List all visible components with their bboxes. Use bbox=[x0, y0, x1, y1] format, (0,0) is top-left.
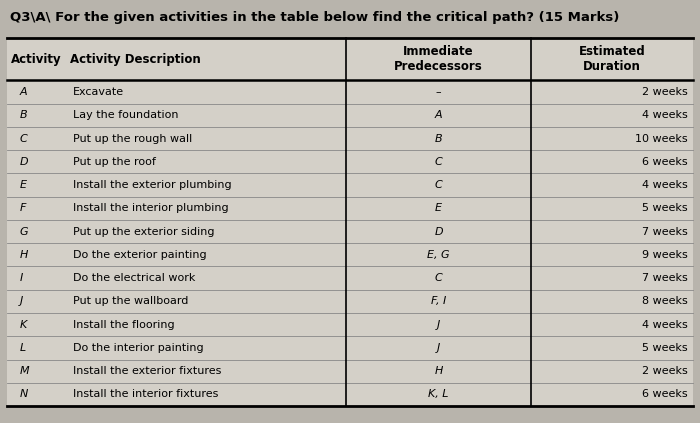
Text: Estimated
Duration: Estimated Duration bbox=[578, 45, 645, 73]
Text: B: B bbox=[20, 110, 27, 120]
Text: F: F bbox=[20, 203, 26, 213]
Text: D: D bbox=[20, 157, 28, 167]
Text: –: – bbox=[435, 87, 441, 97]
Text: 2 weeks: 2 weeks bbox=[642, 366, 687, 376]
Text: 8 weeks: 8 weeks bbox=[642, 297, 687, 306]
Text: 5 weeks: 5 weeks bbox=[642, 343, 687, 353]
Text: H: H bbox=[20, 250, 28, 260]
Text: Do the interior painting: Do the interior painting bbox=[73, 343, 204, 353]
Text: K: K bbox=[20, 320, 27, 330]
Text: C: C bbox=[435, 157, 442, 167]
Text: Put up the roof: Put up the roof bbox=[73, 157, 156, 167]
Text: A: A bbox=[435, 110, 442, 120]
Text: Install the exterior fixtures: Install the exterior fixtures bbox=[73, 366, 221, 376]
Text: J: J bbox=[437, 343, 440, 353]
Text: M: M bbox=[20, 366, 29, 376]
Text: H: H bbox=[434, 366, 442, 376]
Text: Q3\A\ For the given activities in the table below find the critical path? (15 Ma: Q3\A\ For the given activities in the ta… bbox=[10, 11, 620, 24]
Text: Lay the foundation: Lay the foundation bbox=[73, 110, 178, 120]
Text: E: E bbox=[20, 180, 27, 190]
Text: 6 weeks: 6 weeks bbox=[642, 390, 687, 399]
Text: Excavate: Excavate bbox=[73, 87, 124, 97]
Text: 5 weeks: 5 weeks bbox=[642, 203, 687, 213]
Text: 7 weeks: 7 weeks bbox=[642, 227, 687, 236]
Text: J: J bbox=[437, 320, 440, 330]
Text: Activity Description: Activity Description bbox=[69, 53, 200, 66]
Text: 6 weeks: 6 weeks bbox=[642, 157, 687, 167]
Text: Do the exterior painting: Do the exterior painting bbox=[73, 250, 206, 260]
Text: G: G bbox=[20, 227, 28, 236]
Text: E, G: E, G bbox=[427, 250, 450, 260]
Text: Install the flooring: Install the flooring bbox=[73, 320, 174, 330]
Text: Put up the exterior siding: Put up the exterior siding bbox=[73, 227, 214, 236]
Text: E: E bbox=[435, 203, 442, 213]
Bar bbox=[7, 38, 693, 406]
Text: I: I bbox=[20, 273, 23, 283]
Text: A: A bbox=[20, 87, 27, 97]
Text: Activity: Activity bbox=[10, 53, 61, 66]
Text: L: L bbox=[20, 343, 26, 353]
Text: K, L: K, L bbox=[428, 390, 449, 399]
Text: C: C bbox=[20, 134, 27, 143]
Text: D: D bbox=[434, 227, 443, 236]
Text: 4 weeks: 4 weeks bbox=[642, 180, 687, 190]
Text: C: C bbox=[435, 180, 442, 190]
Text: 10 weeks: 10 weeks bbox=[635, 134, 687, 143]
Text: N: N bbox=[20, 390, 28, 399]
Text: 4 weeks: 4 weeks bbox=[642, 110, 687, 120]
Text: 4 weeks: 4 weeks bbox=[642, 320, 687, 330]
Text: Install the interior fixtures: Install the interior fixtures bbox=[73, 390, 218, 399]
Text: C: C bbox=[435, 273, 442, 283]
Text: 2 weeks: 2 weeks bbox=[642, 87, 687, 97]
Text: Put up the rough wall: Put up the rough wall bbox=[73, 134, 193, 143]
Text: F, I: F, I bbox=[431, 297, 446, 306]
Text: 7 weeks: 7 weeks bbox=[642, 273, 687, 283]
Text: 9 weeks: 9 weeks bbox=[642, 250, 687, 260]
Text: Put up the wallboard: Put up the wallboard bbox=[73, 297, 188, 306]
Text: Immediate
Predecessors: Immediate Predecessors bbox=[394, 45, 483, 73]
Text: B: B bbox=[435, 134, 442, 143]
Text: Install the exterior plumbing: Install the exterior plumbing bbox=[73, 180, 232, 190]
Text: Install the interior plumbing: Install the interior plumbing bbox=[73, 203, 229, 213]
Text: Do the electrical work: Do the electrical work bbox=[73, 273, 195, 283]
Text: J: J bbox=[20, 297, 23, 306]
